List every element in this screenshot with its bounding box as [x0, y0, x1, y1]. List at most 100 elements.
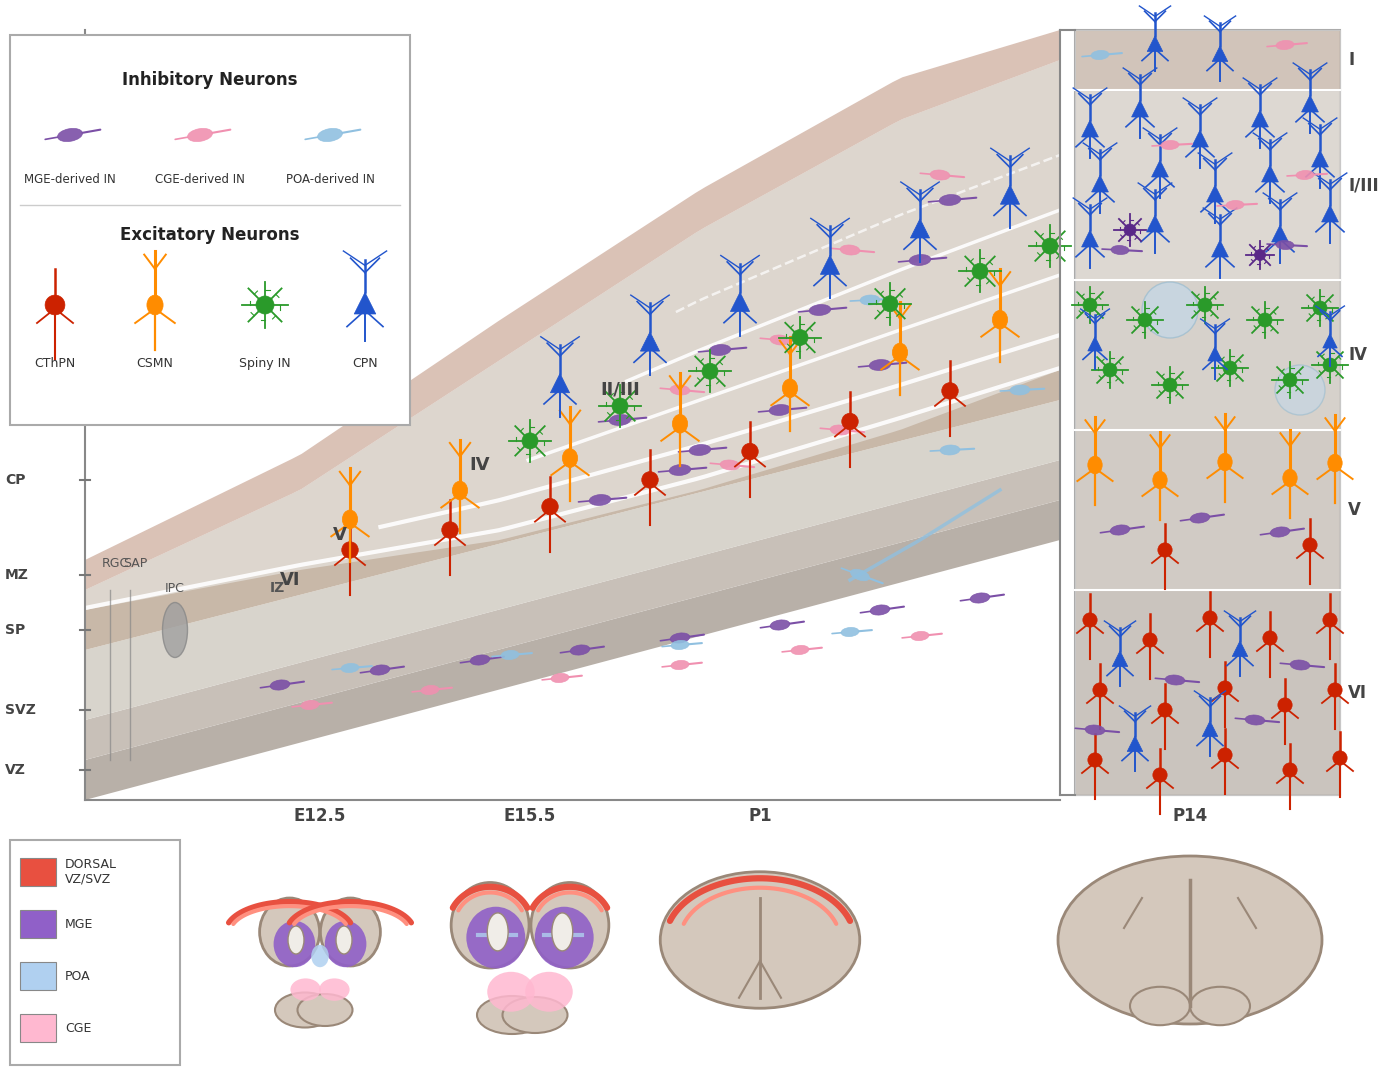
Ellipse shape [909, 255, 931, 266]
Circle shape [1158, 703, 1172, 717]
Circle shape [1103, 363, 1117, 377]
Polygon shape [731, 293, 749, 311]
Ellipse shape [1085, 725, 1105, 735]
Ellipse shape [342, 663, 358, 673]
Circle shape [1163, 378, 1177, 392]
Ellipse shape [288, 926, 304, 954]
Ellipse shape [589, 495, 610, 505]
Circle shape [1259, 313, 1273, 327]
Ellipse shape [830, 426, 850, 435]
Ellipse shape [466, 907, 525, 969]
Circle shape [1158, 543, 1172, 557]
Circle shape [1218, 680, 1232, 696]
Circle shape [542, 498, 559, 515]
Polygon shape [1088, 337, 1102, 351]
Text: CGE: CGE [64, 1022, 91, 1035]
Polygon shape [1082, 230, 1099, 247]
Ellipse shape [1058, 856, 1322, 1024]
Text: POA: POA [64, 970, 91, 983]
Ellipse shape [1270, 527, 1289, 537]
Ellipse shape [477, 996, 547, 1034]
Ellipse shape [911, 632, 930, 640]
Polygon shape [1131, 100, 1148, 117]
Ellipse shape [1088, 456, 1102, 474]
Ellipse shape [770, 620, 790, 630]
Ellipse shape [501, 650, 519, 660]
Ellipse shape [669, 464, 690, 475]
Polygon shape [1112, 651, 1128, 666]
Text: P14: P14 [1172, 807, 1208, 825]
Circle shape [1275, 365, 1324, 415]
Ellipse shape [370, 665, 389, 675]
Ellipse shape [452, 482, 468, 500]
Ellipse shape [1327, 455, 1343, 472]
Text: IV: IV [470, 456, 490, 474]
Text: SP: SP [6, 623, 25, 637]
Ellipse shape [993, 310, 1008, 329]
Ellipse shape [162, 603, 188, 658]
Circle shape [1224, 361, 1238, 375]
Ellipse shape [851, 569, 869, 581]
Ellipse shape [939, 194, 960, 205]
Ellipse shape [941, 445, 960, 455]
Ellipse shape [892, 343, 907, 362]
Ellipse shape [487, 972, 535, 1012]
Bar [1075, 30, 1340, 90]
Text: V: V [1348, 501, 1361, 519]
Text: CP: CP [6, 473, 25, 487]
Ellipse shape [609, 415, 631, 426]
Polygon shape [85, 400, 1060, 720]
Ellipse shape [710, 345, 731, 355]
Circle shape [1323, 357, 1337, 372]
Ellipse shape [290, 978, 321, 1001]
Polygon shape [1312, 150, 1329, 167]
Text: MZ: MZ [6, 568, 29, 582]
Ellipse shape [809, 305, 830, 315]
Ellipse shape [869, 360, 890, 370]
Ellipse shape [552, 913, 573, 950]
Text: CThPN: CThPN [35, 357, 76, 370]
Ellipse shape [503, 997, 567, 1032]
Circle shape [1093, 683, 1107, 698]
Ellipse shape [325, 921, 367, 968]
Circle shape [1198, 298, 1212, 312]
Ellipse shape [570, 645, 589, 656]
FancyBboxPatch shape [10, 840, 181, 1065]
Polygon shape [85, 60, 1060, 610]
Text: DORSAL
VZ/SVZ: DORSAL VZ/SVZ [64, 858, 118, 886]
Ellipse shape [672, 415, 687, 433]
Polygon shape [85, 500, 1060, 800]
Circle shape [942, 382, 958, 400]
Polygon shape [1001, 185, 1019, 204]
Ellipse shape [841, 627, 860, 636]
Polygon shape [85, 370, 1060, 650]
Text: VI: VI [1348, 684, 1366, 702]
Ellipse shape [1110, 525, 1130, 535]
Text: E15.5: E15.5 [504, 807, 556, 825]
Text: I: I [1348, 51, 1354, 69]
Ellipse shape [840, 245, 860, 255]
Bar [1075, 590, 1340, 795]
Circle shape [1327, 683, 1343, 698]
Text: MGE-derived IN: MGE-derived IN [24, 173, 116, 186]
Text: SAP: SAP [123, 557, 147, 570]
Text: SVZ: SVZ [6, 703, 36, 717]
Ellipse shape [1291, 660, 1310, 670]
Circle shape [1313, 301, 1327, 315]
Circle shape [1303, 538, 1317, 552]
Text: CPN: CPN [353, 357, 378, 370]
Ellipse shape [1190, 987, 1250, 1025]
Polygon shape [1147, 36, 1163, 52]
Ellipse shape [319, 978, 350, 1001]
Ellipse shape [451, 882, 529, 968]
Text: CGE-derived IN: CGE-derived IN [155, 173, 245, 186]
Ellipse shape [336, 926, 351, 954]
Text: MGE: MGE [64, 918, 94, 931]
Circle shape [1254, 249, 1266, 260]
FancyBboxPatch shape [10, 35, 410, 426]
Ellipse shape [860, 295, 879, 305]
Bar [1075, 30, 1340, 795]
Circle shape [1282, 373, 1296, 387]
Circle shape [45, 295, 64, 315]
Circle shape [972, 264, 988, 280]
